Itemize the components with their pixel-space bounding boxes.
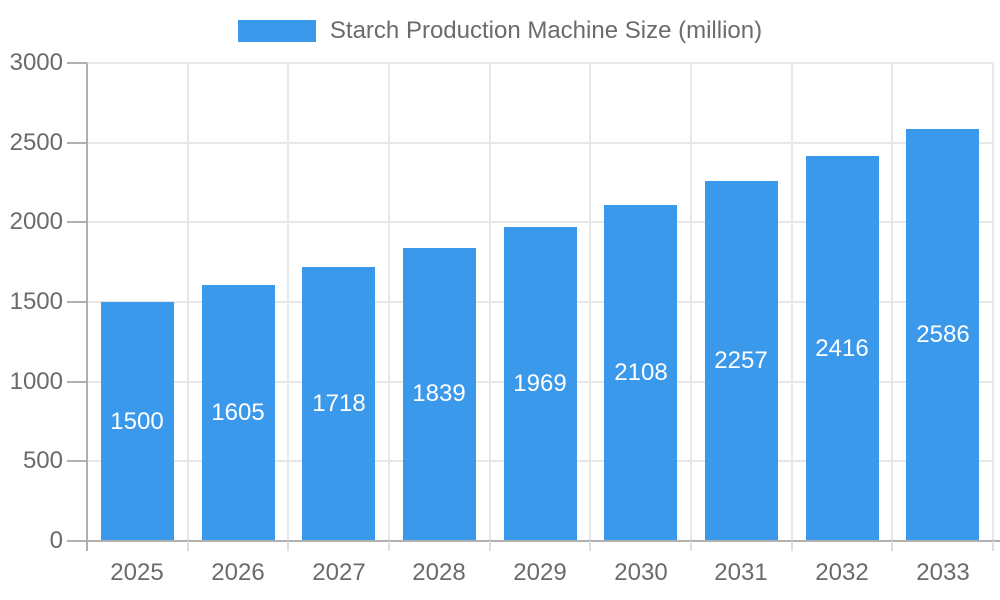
bar-value-label: 2416 [815,335,869,362]
bar-2029[interactable] [504,227,577,541]
x-axis-label: 2027 [312,559,366,586]
y-axis-label: 3000 [9,49,63,76]
x-axis-label: 2032 [815,559,869,586]
gridline-horizontal [87,62,993,64]
y-axis-tick [67,62,87,64]
y-axis-tick [67,460,87,462]
x-axis-tick [690,541,692,551]
x-axis-label: 2033 [916,559,970,586]
bar-2031[interactable] [705,181,778,541]
x-axis-label: 2029 [513,559,567,586]
y-axis-tick [67,301,87,303]
y-axis-label: 2000 [9,208,63,235]
chart-legend[interactable]: Starch Production Machine Size (million) [0,18,1000,44]
y-axis-label: 1000 [9,368,63,395]
bar-2027[interactable] [302,267,375,541]
x-axis-line [86,540,1000,542]
gridline-vertical [489,63,491,541]
y-axis-tick [67,142,87,144]
gridline-vertical [187,63,189,541]
x-axis-label: 2031 [714,559,768,586]
x-axis-label: 2026 [211,559,265,586]
x-axis-tick [891,541,893,551]
bar-2026[interactable] [202,285,275,541]
legend-swatch-icon [237,20,316,42]
bar-2025[interactable] [101,302,174,541]
y-axis-tick [67,540,87,542]
gridline-vertical [791,63,793,541]
x-axis-label: 2028 [412,559,466,586]
gridline-horizontal [87,142,993,144]
bar-value-label: 1500 [110,408,164,435]
bar-value-label: 2586 [916,321,970,348]
x-axis-tick [388,541,390,551]
bar-value-label: 1969 [513,370,567,397]
bar-2032[interactable] [806,156,879,541]
gridline-vertical [589,63,591,541]
gridline-vertical [690,63,692,541]
x-axis-tick [489,541,491,551]
x-axis-label: 2025 [110,559,164,586]
x-axis-tick [791,541,793,551]
y-axis-label: 2500 [9,129,63,156]
bar-value-label: 1839 [412,380,466,407]
gridline-vertical [992,63,994,541]
x-axis-tick [287,541,289,551]
bar-2033[interactable] [906,129,979,541]
gridline-vertical [891,63,893,541]
y-axis-label: 0 [49,527,63,554]
y-axis-line [86,63,88,551]
x-axis-label: 2030 [614,559,668,586]
bar-2030[interactable] [604,205,677,541]
bar-value-label: 2108 [614,359,668,386]
gridline-horizontal [87,221,993,223]
y-axis-tick [67,381,87,383]
gridline-vertical [388,63,390,541]
legend-label: Starch Production Machine Size (million) [329,17,763,44]
bar-value-label: 1718 [312,390,366,417]
y-axis-label: 1500 [9,288,63,315]
bar-2028[interactable] [403,248,476,541]
x-axis-tick [992,541,994,551]
y-axis-label: 500 [22,447,63,474]
y-axis-tick [67,221,87,223]
bar-value-label: 2257 [714,347,768,374]
bar-value-label: 1605 [211,399,265,426]
x-axis-tick [187,541,189,551]
gridline-vertical [287,63,289,541]
x-axis-tick [589,541,591,551]
